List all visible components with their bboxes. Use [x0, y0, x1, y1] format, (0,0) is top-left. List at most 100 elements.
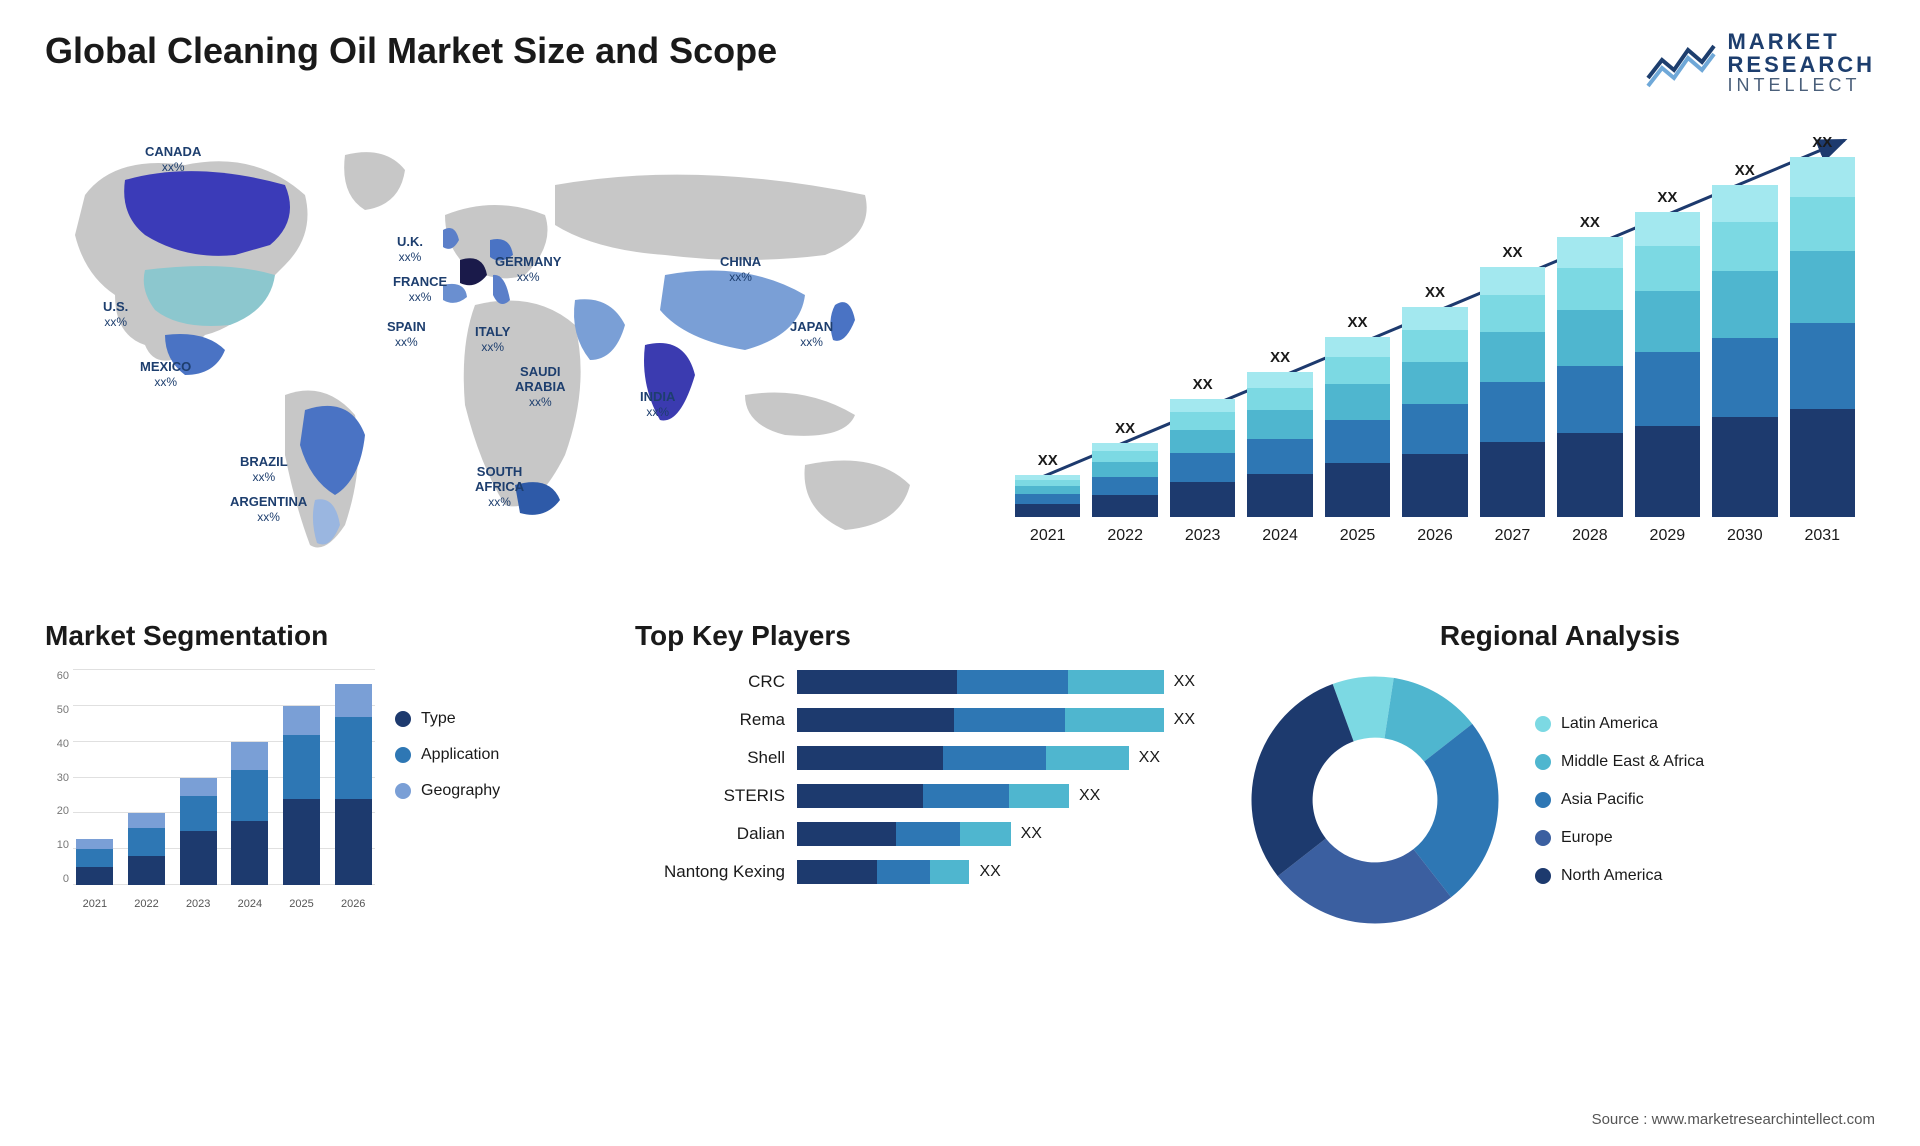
regional-title: Regional Analysis	[1245, 620, 1875, 652]
player-row: STERISXX	[635, 784, 1195, 808]
main-bar: XX2027	[1480, 244, 1545, 545]
map-label: SOUTHAFRICAxx%	[475, 465, 524, 510]
player-row: Rema XX	[635, 708, 1195, 732]
seg-year-label: 2024	[228, 898, 272, 910]
seg-bar	[125, 813, 169, 885]
main-bar: XX 2022	[1092, 420, 1157, 545]
bar-value-label: XX	[1580, 214, 1600, 231]
bar-year-label: 2022	[1107, 527, 1143, 545]
world-map: CANADAxx% U.S.xx% MEXICOxx% BRAZILxx% ARGENT…	[45, 125, 945, 570]
source-text: Source : www.marketresearchintellect.com	[1592, 1111, 1875, 1128]
legend-item: Europe	[1535, 829, 1704, 847]
main-bar: XX 2028	[1557, 214, 1622, 545]
seg-year-label: 2026	[331, 898, 375, 910]
player-value: XX	[1021, 825, 1042, 843]
seg-year-label: 2021	[73, 898, 117, 910]
legend-item: Application	[395, 746, 500, 764]
map-label: MEXICOxx%	[140, 360, 191, 390]
main-bar: XX 2025	[1325, 314, 1390, 545]
map-label: JAPANxx%	[790, 320, 833, 350]
map-label: SPAINxx%	[387, 320, 426, 350]
legend-item: Geography	[395, 782, 500, 800]
bar-year-label: 2021	[1030, 527, 1066, 545]
bar-year-label: 2023	[1185, 527, 1221, 545]
bar-value-label: XX	[1657, 189, 1677, 206]
regional-donut	[1245, 670, 1505, 930]
player-row: Shell XX	[635, 746, 1195, 770]
logo-text-3: INTELLECT	[1728, 76, 1875, 95]
player-row: Nantong Kexing XX	[635, 860, 1195, 884]
player-value: XX	[1079, 787, 1100, 805]
legend-item: North America	[1535, 867, 1704, 885]
segmentation-panel: Market Segmentation 6050403020100 202120…	[45, 620, 585, 930]
player-name: Shell	[635, 748, 785, 768]
bar-year-label: 2031	[1804, 527, 1840, 545]
bar-year-label: 2024	[1262, 527, 1298, 545]
brand-logo: MARKET RESEARCH INTELLECT	[1646, 30, 1875, 95]
map-label: FRANCExx%	[393, 275, 447, 305]
map-label: ITALYxx%	[475, 325, 510, 355]
main-bar: XX 2024	[1247, 349, 1312, 545]
legend-item: Middle East & Africa	[1535, 753, 1704, 771]
legend-item: Asia Pacific	[1535, 791, 1704, 809]
main-bar: XX 2030	[1712, 162, 1777, 545]
player-value: XX	[1174, 711, 1195, 729]
bar-value-label: XX	[1348, 314, 1368, 331]
main-bar: XX 2026	[1402, 284, 1467, 545]
bar-value-label: XX	[1425, 284, 1445, 301]
legend-item: Type	[395, 710, 500, 728]
bar-year-label: 2025	[1340, 527, 1376, 545]
logo-text-1: MARKET	[1728, 30, 1875, 53]
regional-panel: Regional Analysis Latin America Middle Ea…	[1245, 620, 1875, 930]
seg-year-label: 2022	[125, 898, 169, 910]
players-title: Top Key Players	[635, 620, 1195, 652]
seg-bar	[331, 684, 375, 885]
main-bar: XX 2031	[1790, 134, 1855, 545]
page-title: Global Cleaning Oil Market Size and Scop…	[45, 30, 777, 72]
donut-slice	[1252, 684, 1354, 876]
map-label: ARGENTINAxx%	[230, 495, 307, 525]
bar-value-label: XX	[1502, 244, 1522, 261]
player-value: XX	[1139, 749, 1160, 767]
seg-bar	[228, 742, 272, 885]
bar-value-label: XX	[1115, 420, 1135, 437]
legend-item: Latin America	[1535, 715, 1704, 733]
segmentation-chart: 6050403020100 202120222023202420252026	[45, 670, 375, 910]
bar-value-label: XX	[1193, 376, 1213, 393]
player-name: Nantong Kexing	[635, 862, 785, 882]
player-name: Rema	[635, 710, 785, 730]
bar-year-label: 2029	[1650, 527, 1686, 545]
map-label: U.S.xx%	[103, 300, 128, 330]
player-value: XX	[979, 863, 1000, 881]
bar-value-label: XX	[1812, 134, 1832, 151]
regional-legend: Latin America Middle East & Africa Asia Pa…	[1535, 715, 1704, 885]
map-label: GERMANYxx%	[495, 255, 561, 285]
seg-year-label: 2025	[280, 898, 324, 910]
market-size-chart: XX2021XX2022XX2023XX2024XX2025XX2026XX20…	[985, 125, 1875, 570]
seg-year-label: 2023	[176, 898, 220, 910]
bar-year-label: 2026	[1417, 527, 1453, 545]
map-label: CANADAxx%	[145, 145, 201, 175]
map-label: U.K.xx%	[397, 235, 423, 265]
seg-bar	[176, 778, 220, 885]
main-bar: XX 2021	[1015, 452, 1080, 545]
seg-bar	[73, 839, 117, 886]
map-label: BRAZILxx%	[240, 455, 288, 485]
logo-text-2: RESEARCH	[1728, 53, 1875, 76]
segmentation-legend: Type Application Geography	[395, 670, 500, 910]
segmentation-title: Market Segmentation	[45, 620, 585, 652]
bar-value-label: XX	[1038, 452, 1058, 469]
player-name: Dalian	[635, 824, 785, 844]
bar-year-label: 2030	[1727, 527, 1763, 545]
player-value: XX	[1174, 673, 1195, 691]
seg-bar	[280, 706, 324, 885]
player-row: CRCXX	[635, 670, 1195, 694]
bar-year-label: 2028	[1572, 527, 1608, 545]
bar-value-label: XX	[1270, 349, 1290, 366]
player-row: Dalian XX	[635, 822, 1195, 846]
map-label: CHINAxx%	[720, 255, 761, 285]
bar-value-label: XX	[1735, 162, 1755, 179]
logo-icon	[1646, 38, 1716, 88]
map-label: SAUDIARABIAxx%	[515, 365, 566, 410]
main-bar: XX 2023	[1170, 376, 1235, 545]
